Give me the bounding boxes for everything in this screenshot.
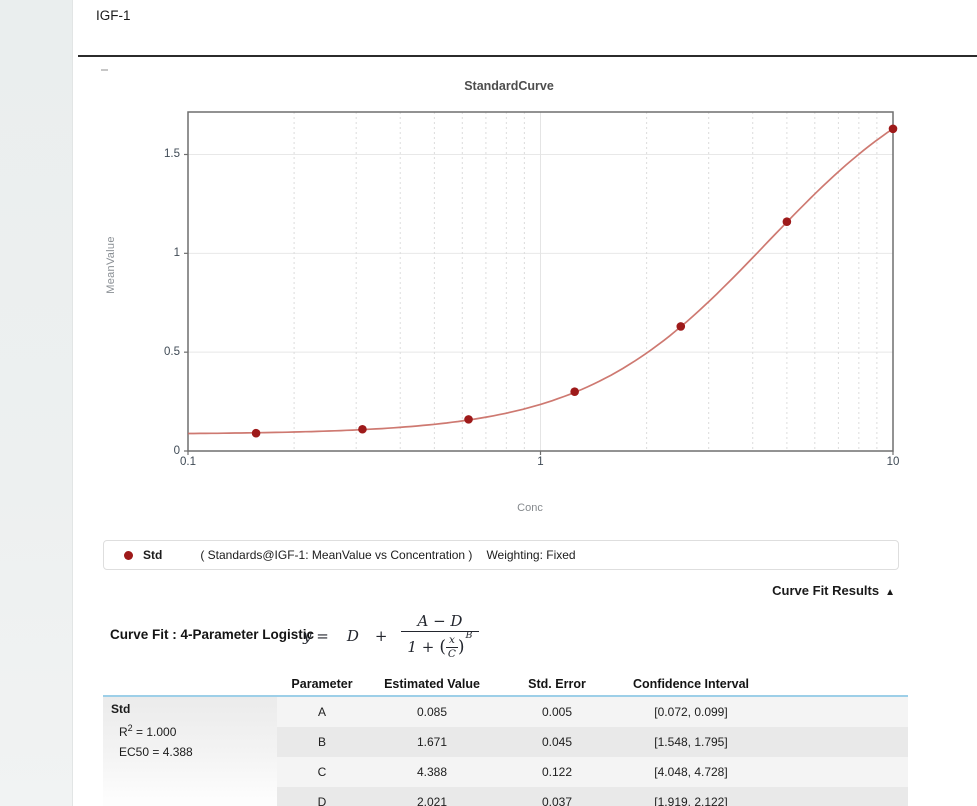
- cell-confidence-interval: [1.548, 1.795]: [654, 735, 728, 749]
- legend-series-name: Std: [143, 548, 163, 562]
- header-underline: [103, 695, 908, 697]
- fit-summary-cell: Std R2 = 1.000 EC50 = 4.388: [103, 697, 277, 806]
- series-marker-icon: [124, 550, 133, 560]
- table-row: C 4.388 0.122 [4.048, 4.728]: [277, 757, 908, 787]
- legend-bar: Std ( Standards@IGF-1: MeanValue vs Conc…: [103, 540, 899, 570]
- summary-r-squared: R2 = 1.000: [119, 723, 177, 739]
- curve-fit-results-toggle[interactable]: Curve Fit Results ▲: [772, 583, 895, 598]
- formula-fraction: A − D 1 + ( x C ) B: [401, 611, 479, 660]
- cell-estimated-value: 2.021: [416, 795, 448, 806]
- summary-ec50: EC50 = 4.388: [119, 745, 193, 759]
- formula-term-d: D: [346, 627, 359, 645]
- formula-denominator: 1 + ( x C ) B: [401, 630, 479, 660]
- formula-exponent: B: [465, 630, 473, 642]
- results-table-body: A 0.085 0.005 [0.072, 0.099] B 1.671 0.0…: [277, 697, 908, 806]
- results-table-header: Parameter Estimated Value Std. Error Con…: [277, 674, 765, 694]
- summary-series-name: Std: [111, 702, 131, 716]
- open-paren: (: [439, 636, 446, 657]
- table-row: D 2.021 0.037 [1.919, 2.122]: [277, 787, 908, 806]
- formula-inner-fraction: x C: [445, 635, 458, 660]
- cell-estimated-value: 4.388: [416, 765, 448, 779]
- header-confidence-interval: Confidence Interval: [633, 677, 749, 691]
- cell-parameter: C: [317, 765, 327, 779]
- standard-curve-plot: [184, 111, 898, 455]
- cell-std-error: 0.122: [541, 765, 573, 779]
- cell-std-error: 0.005: [541, 705, 573, 719]
- table-row: B 1.671 0.045 [1.548, 1.795]: [277, 727, 908, 757]
- chart-title: StandardCurve: [464, 79, 554, 93]
- cell-confidence-interval: [4.048, 4.728]: [654, 765, 728, 779]
- close-paren: ): [457, 636, 465, 657]
- cell-parameter: D: [317, 795, 327, 806]
- tab-underline: [78, 55, 977, 57]
- tab-igf1[interactable]: IGF-1: [96, 8, 131, 23]
- cell-estimated-value: 1.671: [416, 735, 448, 749]
- cell-confidence-interval: [1.919, 2.122]: [654, 795, 728, 806]
- cell-confidence-interval: [0.072, 0.099]: [654, 705, 728, 719]
- header-std-error: Std. Error: [528, 677, 586, 691]
- cell-parameter: B: [317, 735, 326, 749]
- section-collapse-dash: [101, 69, 108, 71]
- cell-std-error: 0.037: [541, 795, 573, 806]
- cell-estimated-value: 0.085: [416, 705, 448, 719]
- left-panel: [0, 0, 73, 806]
- formula-inner-den: C: [447, 647, 456, 660]
- collapse-arrow-icon: ▲: [885, 587, 895, 598]
- header-parameter: Parameter: [291, 677, 353, 691]
- formula-plus: +: [374, 627, 388, 645]
- cell-parameter: A: [317, 705, 326, 719]
- table-row: A 0.085 0.005 [0.072, 0.099]: [277, 697, 908, 727]
- formula-lhs: y =: [303, 627, 329, 645]
- legend-description: ( Standards@IGF-1: MeanValue vs Concentr…: [200, 548, 473, 562]
- formula-inner-num: x: [445, 635, 458, 648]
- curve-fit-model-label: Curve Fit : 4-Parameter Logistic: [110, 627, 315, 642]
- curve-fit-formula: y = D + A − D 1 + ( x C ) B: [303, 610, 479, 662]
- cell-std-error: 0.045: [541, 735, 573, 749]
- header-estimated-value: Estimated Value: [384, 677, 480, 691]
- formula-den-prefix: 1 +: [407, 638, 435, 656]
- results-link-label: Curve Fit Results: [772, 583, 880, 598]
- formula-numerator: A − D: [417, 611, 463, 630]
- x-axis-title: Conc: [517, 502, 543, 514]
- legend-weighting: Weighting: Fixed: [486, 548, 576, 562]
